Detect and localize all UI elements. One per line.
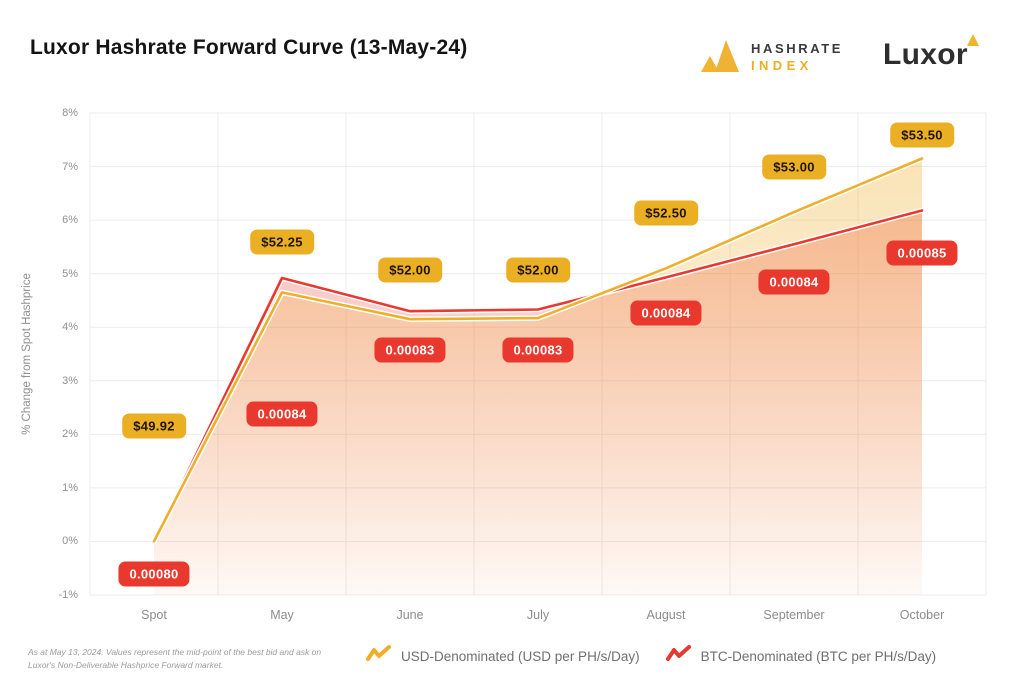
- hashrate-index-mark-icon: [697, 32, 743, 83]
- usd-line: [152, 157, 924, 543]
- hashrate-label: HASHRATE: [751, 41, 844, 57]
- usd-area: [154, 158, 922, 595]
- legend-item-usd: USD-Denominated (USD per PH/s/Day): [366, 645, 640, 668]
- usd-zigzag-icon: [366, 645, 392, 668]
- chart-legend: USD-Denominated (USD per PH/s/Day) BTC-D…: [366, 645, 936, 668]
- page-title: Luxor Hashrate Forward Curve (13-May-24): [30, 36, 468, 59]
- btc-line: [152, 209, 924, 543]
- btc-zigzag-icon: [665, 645, 692, 668]
- legend-item-btc: BTC-Denominated (BTC per PH/s/Day): [665, 645, 937, 668]
- hashrate-index-wordmark: HASHRATE INDEX: [751, 41, 843, 74]
- index-label: INDEX: [751, 57, 813, 73]
- legend-label-btc: BTC-Denominated (BTC per PH/s/Day): [700, 649, 937, 664]
- luxor-triangle-icon: [966, 34, 980, 52]
- hashrate-index-logo: HASHRATE INDEX: [697, 32, 843, 83]
- legend-label-usd: USD-Denominated (USD per PH/s/Day): [401, 649, 640, 664]
- footnote: As at May 13, 2024. Values represent the…: [28, 647, 322, 671]
- luxor-wordmark: Luxor: [883, 38, 968, 71]
- luxor-logo: Luxor: [883, 34, 979, 72]
